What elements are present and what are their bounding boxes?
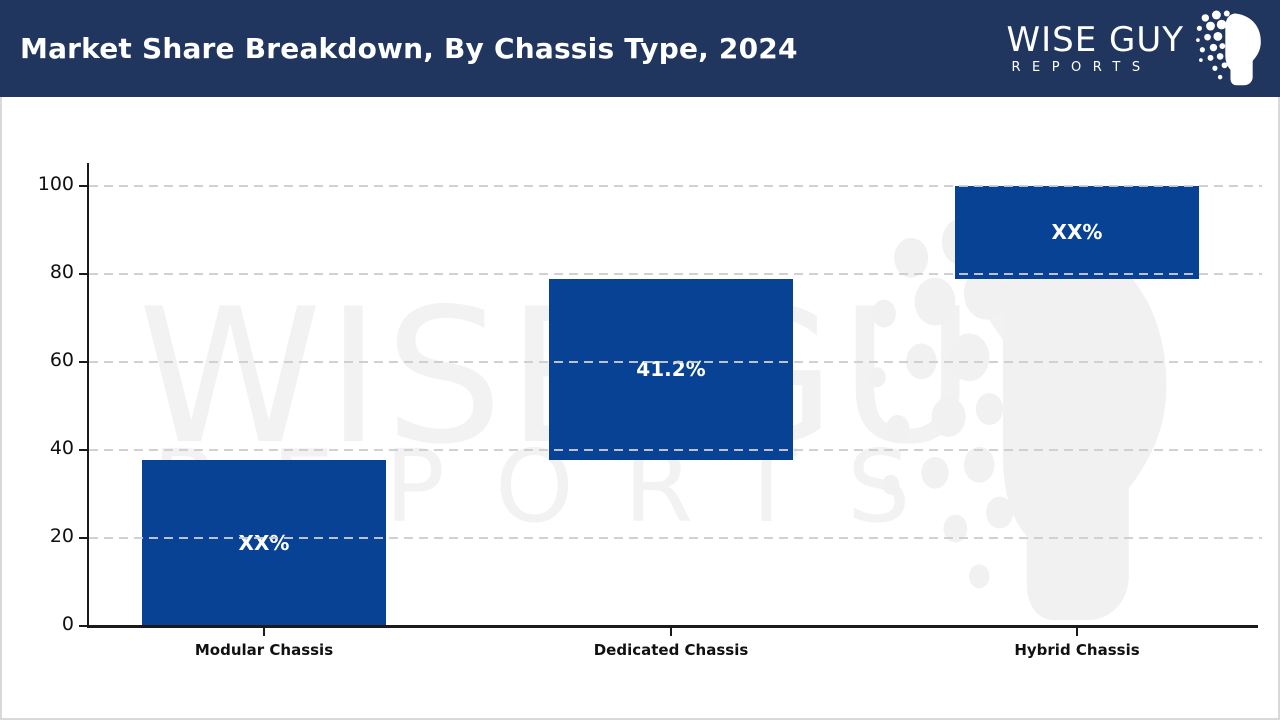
y-tick-label: 80 [49, 261, 74, 283]
bar: XX% [955, 186, 1199, 279]
bar: 41.2% [549, 278, 793, 461]
y-tick-mark [79, 185, 88, 187]
x-tick-mark [670, 628, 672, 636]
x-axis-line [87, 625, 1258, 628]
y-tick-label: 60 [49, 349, 74, 371]
gridline [89, 361, 1262, 363]
x-tick-mark [263, 628, 265, 636]
bar: XX% [142, 460, 386, 626]
y-tick-mark [79, 625, 88, 627]
bar-value-label: XX% [1051, 220, 1103, 245]
y-tick-mark [79, 537, 88, 539]
wiseguy-logo: WISE GUY REPORTS [1006, 6, 1266, 92]
wiseguy-logo-text: WISE GUY REPORTS [1006, 19, 1184, 76]
x-axis-label: Modular Chassis [194, 641, 334, 659]
y-tick-mark [79, 449, 88, 451]
y-tick-mark [79, 361, 88, 363]
page-edge-bottom [0, 718, 1280, 720]
y-axis-line [87, 163, 89, 627]
page-edge-right [1278, 97, 1280, 720]
gridline [89, 273, 1262, 275]
wiseguy-face-icon [1196, 10, 1261, 86]
watermark-face-icon [868, 217, 1167, 621]
wiseguy-logo-tagline: REPORTS [1011, 60, 1152, 76]
gridline [89, 185, 1262, 187]
y-tick-label: 0 [61, 613, 74, 635]
y-tick-mark [79, 273, 88, 275]
header-bar: Market Share Breakdown, By Chassis Type,… [0, 0, 1280, 97]
y-tick-label: 20 [49, 525, 74, 547]
bar-value-label: XX% [238, 531, 290, 556]
x-tick-mark [1076, 628, 1078, 636]
y-tick-label: 100 [37, 173, 74, 195]
page-title: Market Share Breakdown, By Chassis Type,… [20, 32, 798, 65]
page-edge-left [0, 97, 2, 720]
y-tick-label: 40 [49, 437, 74, 459]
gridline [89, 537, 1262, 539]
x-axis-label: Hybrid Chassis [1014, 641, 1140, 659]
gridline [89, 449, 1262, 451]
wiseguy-logo-name: WISE GUY [1006, 19, 1184, 60]
x-axis-label: Dedicated Chassis [593, 641, 749, 659]
